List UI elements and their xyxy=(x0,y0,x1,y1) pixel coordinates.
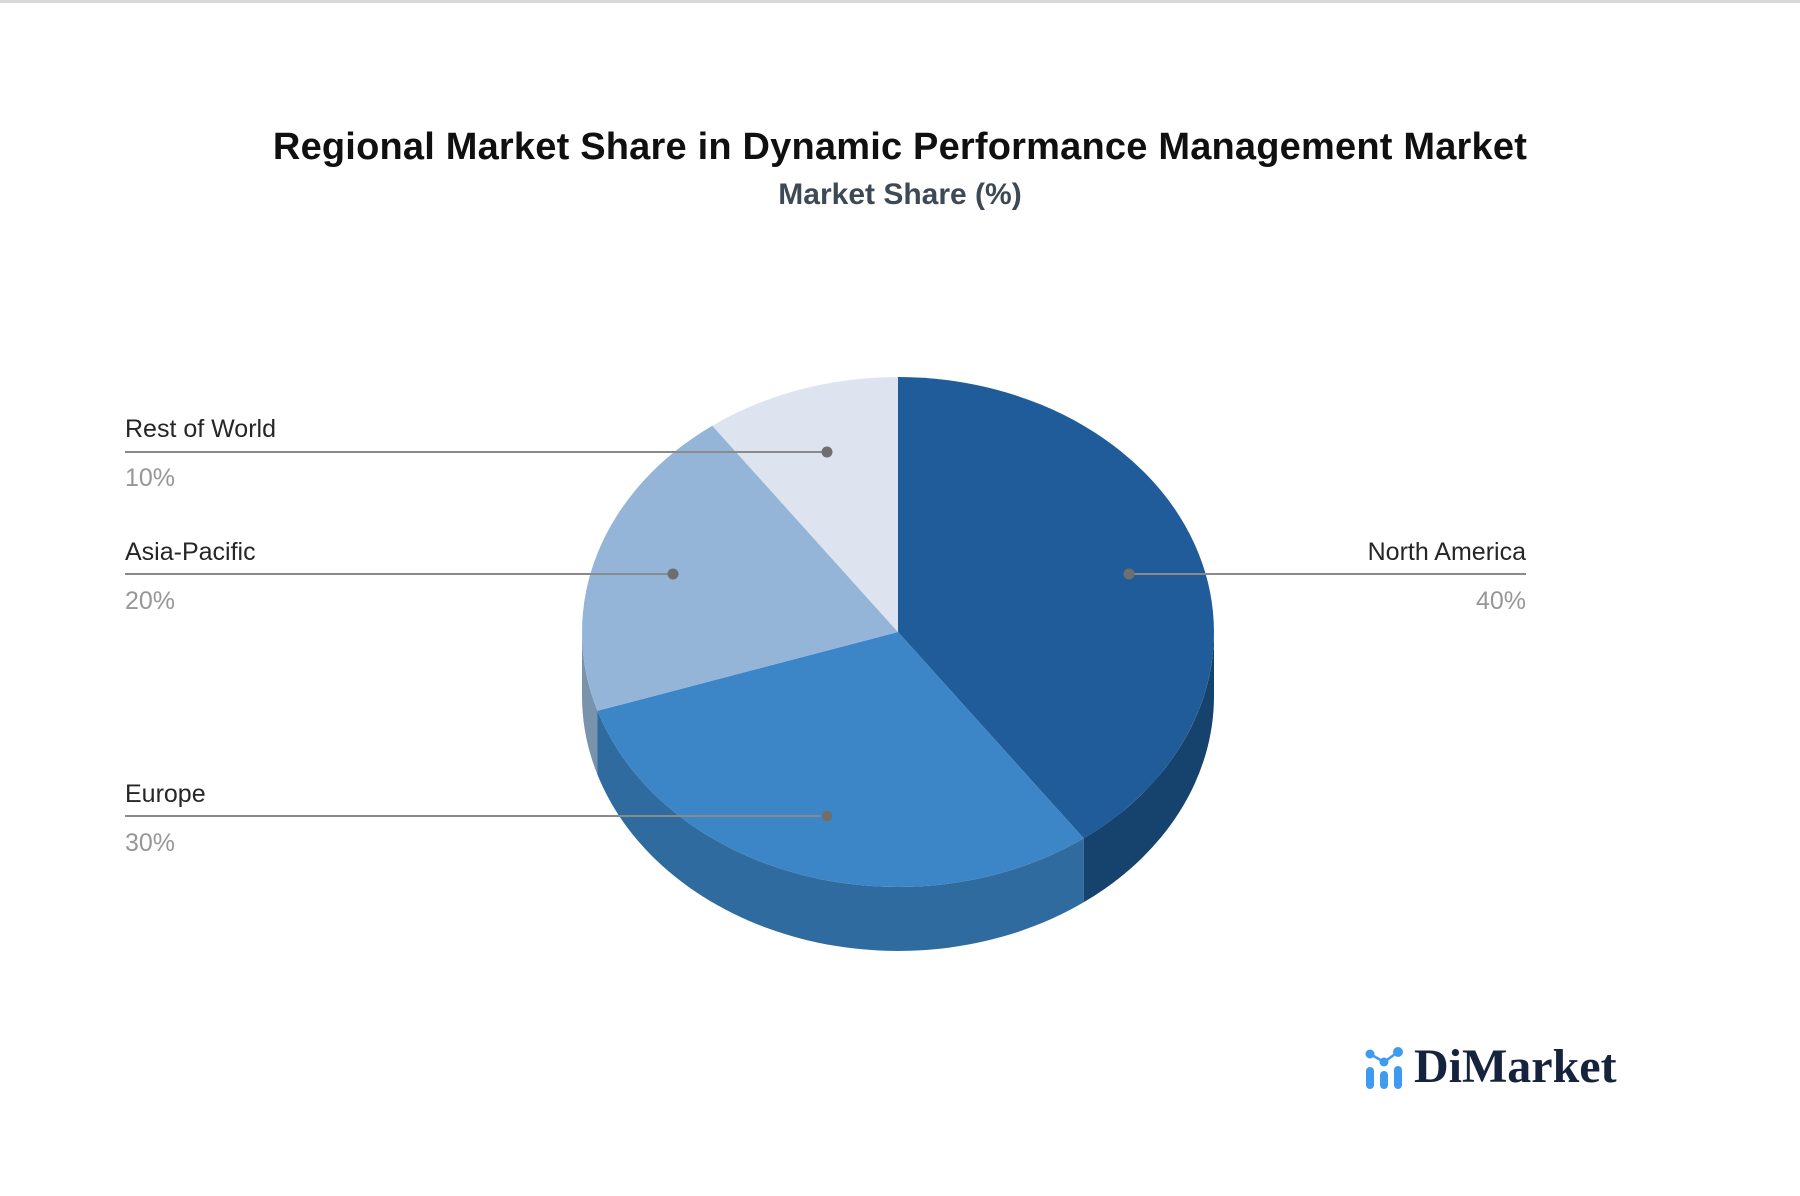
leader-dot-rest-of-world xyxy=(821,446,833,458)
pie-slice-north-america[interactable] xyxy=(898,377,1214,839)
percent-asia-pacific: 20% xyxy=(125,587,176,615)
pie-slice-rest-of-world[interactable] xyxy=(712,377,898,632)
leader-dot-europe xyxy=(821,810,833,822)
label-asia-pacific: Asia-Pacific xyxy=(125,538,256,566)
chart-subtitle: Market Share (%) xyxy=(778,178,1022,211)
chart-title: Regional Market Share in Dynamic Perform… xyxy=(272,126,1528,168)
pie-slice-side-north-america xyxy=(1083,632,1214,903)
pie-slice-asia-pacific[interactable] xyxy=(582,425,898,711)
bar-line-chart-icon xyxy=(1365,1047,1403,1089)
pie-slice-europe[interactable] xyxy=(597,632,1084,887)
pie-slice-side-asia-pacific xyxy=(582,632,598,775)
brand-logo-text: DiMarket xyxy=(1414,1040,1617,1093)
pie-slice-side-europe xyxy=(597,710,1084,951)
label-europe: Europe xyxy=(125,780,206,808)
brand-logo[interactable]: DiMarket xyxy=(1360,1040,1617,1094)
label-rest-of-world: Rest of World xyxy=(125,415,276,443)
percent-europe: 30% xyxy=(125,829,176,857)
percent-rest-of-world: 10% xyxy=(125,464,176,492)
percent-north-america: 40% xyxy=(1475,587,1526,615)
leader-dot-asia-pacific xyxy=(667,568,679,580)
label-north-america: North America xyxy=(1367,538,1526,566)
top-border xyxy=(0,0,1800,3)
leader-dot-north-america xyxy=(1123,568,1135,580)
